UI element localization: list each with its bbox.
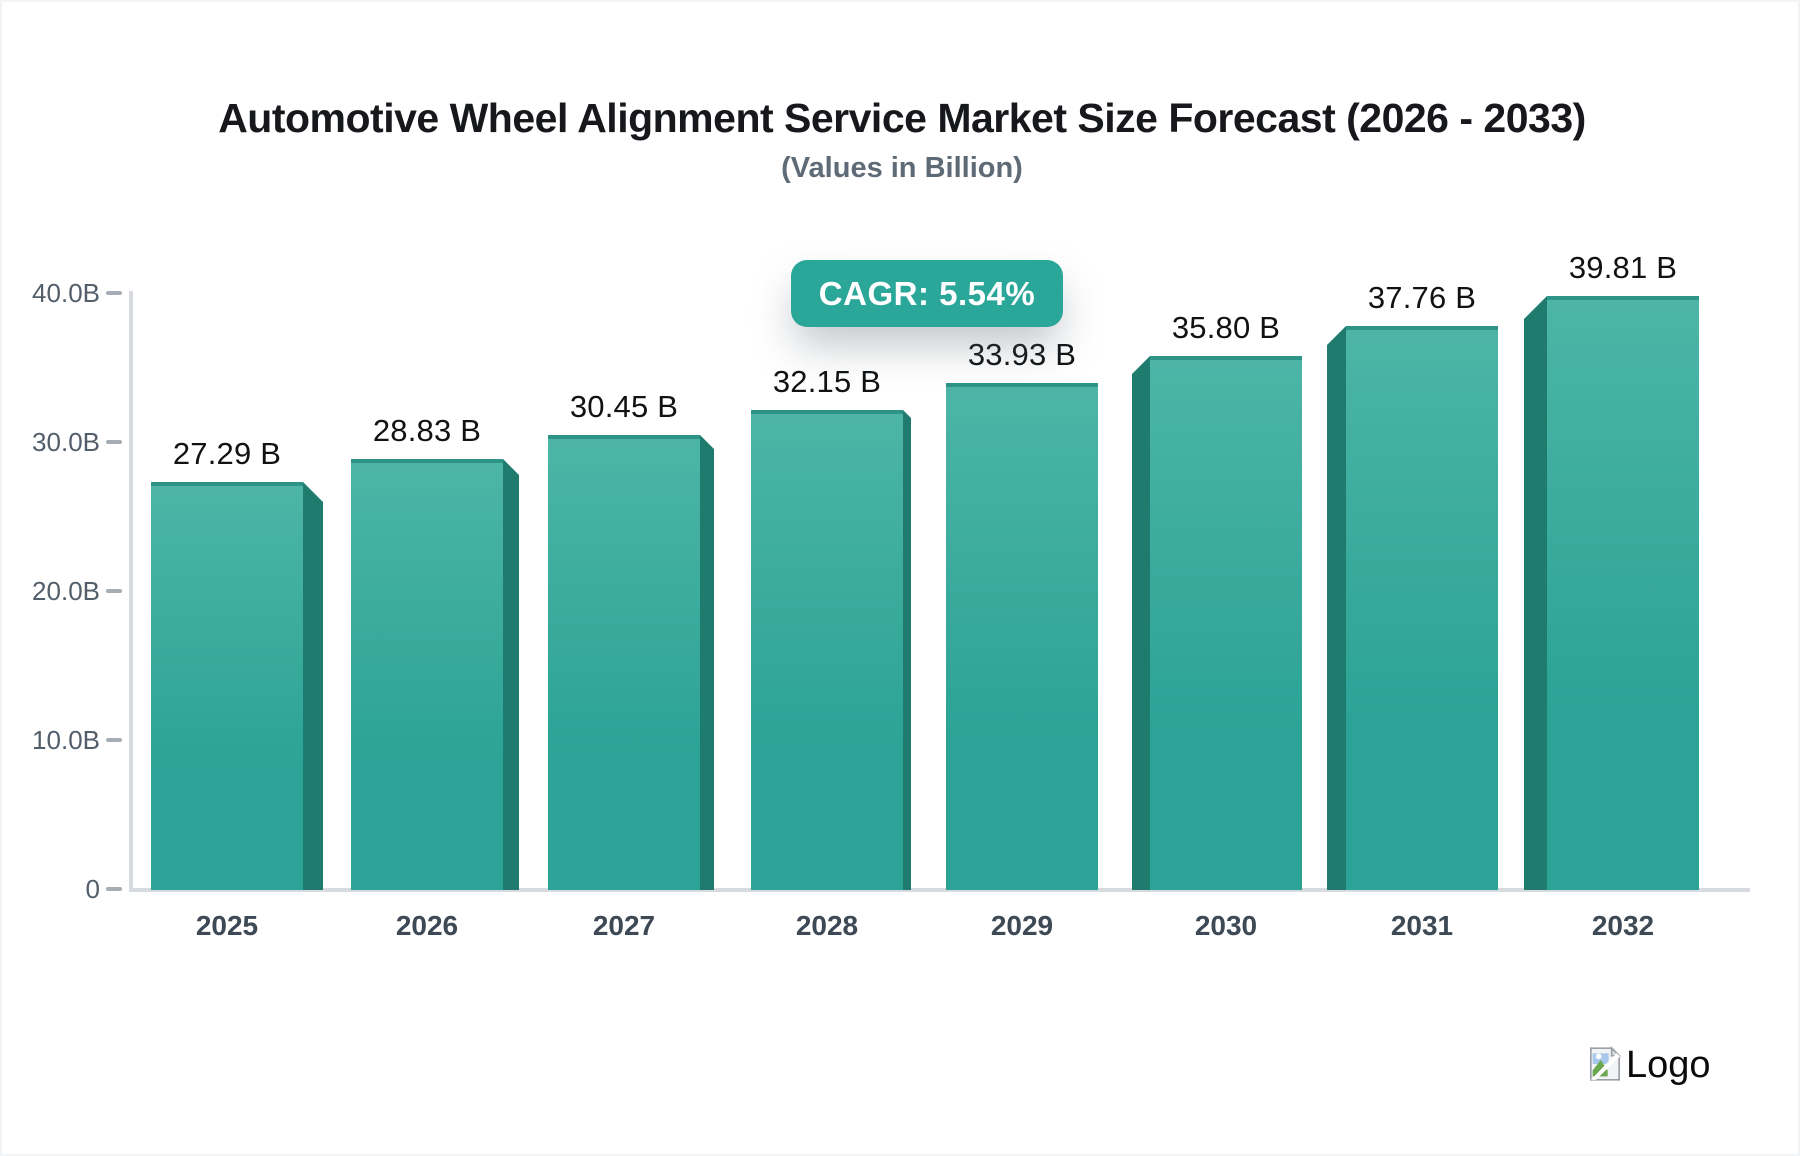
logo: Logo [1585,1042,1711,1088]
bar-2032 [1547,296,1699,890]
y-tick-mark [106,738,122,742]
bar-side-face-2031 [1327,326,1346,890]
bar-value-label: 33.93 B [967,337,1077,372]
y-tick-mark [106,887,122,891]
y-tick-label: 30.0B [32,427,100,457]
bar-2031 [1346,326,1498,890]
bar-2029 [946,383,1098,890]
y-tick-mark [106,291,122,295]
bar-value-label: 30.45 B [569,389,679,424]
y-tick-mark [106,440,122,444]
y-tick-label: 20.0B [32,576,100,606]
bar-2025 [151,482,303,890]
chart-title: Automotive Wheel Alignment Service Marke… [218,95,1586,141]
x-axis-label-2027: 2027 [592,910,656,941]
logo-alt-text: Logo [1626,1044,1711,1086]
bar-value-label: 37.76 B [1367,280,1477,315]
cagr-badge-label: CAGR: 5.54% [818,274,1036,312]
x-axis-label-2030: 2030 [1194,910,1258,941]
x-axis-baseline [129,888,1750,892]
bar-value-label: 27.29 B [172,436,282,471]
cagr-badge: CAGR: 5.54% [791,260,1063,327]
y-tick-label: 40.0B [32,278,100,308]
x-axis-label-2031: 2031 [1390,910,1454,941]
y-tick-label: 10.0B [32,725,100,755]
x-axis-label-2026: 2026 [395,910,459,941]
bar-2030 [1150,356,1302,890]
bar-2027 [548,435,700,890]
bar-value-label: 28.83 B [372,413,482,448]
x-axis-label-2032: 2032 [1591,910,1655,941]
bar-side-face-2030 [1132,356,1150,890]
x-axis-label-2029: 2029 [990,910,1054,941]
bar-side-face-2032 [1524,296,1547,890]
x-axis-label-2028: 2028 [795,910,859,941]
bar-value-label: 39.81 B [1568,250,1678,285]
bar-side-face-2028 [903,410,911,890]
bar-2026 [351,459,503,890]
bar-value-label: 35.80 B [1171,310,1281,345]
broken-image-icon [1590,1046,1622,1081]
chart-subtitle: (Values in Billion) [781,152,1023,184]
x-axis-label-2025: 2025 [195,910,259,941]
bar-value-label: 32.15 B [772,364,882,399]
bar-side-face-2026 [503,459,519,890]
y-tick-label: 0 [85,874,100,904]
bar-side-face-2027 [700,435,714,890]
y-tick-mark [106,589,122,593]
y-axis-line [129,291,133,892]
bar-2028 [751,410,903,890]
bar-side-face-2025 [303,482,323,890]
